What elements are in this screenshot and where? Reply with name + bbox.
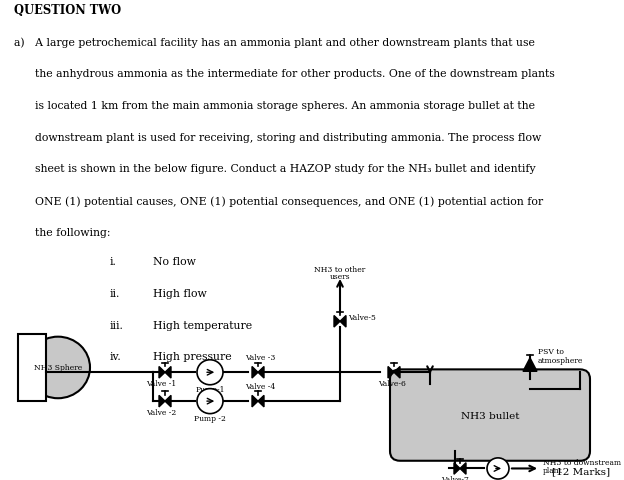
Text: NH3 to downstream: NH3 to downstream (543, 458, 621, 466)
Text: sheet is shown in the below figure. Conduct a HAZOP study for the NH₃ bullet and: sheet is shown in the below figure. Cond… (14, 164, 535, 174)
Text: NH3 Sphere: NH3 Sphere (34, 364, 82, 372)
Circle shape (197, 360, 223, 385)
Circle shape (197, 389, 223, 414)
Polygon shape (159, 396, 165, 407)
Polygon shape (523, 358, 537, 372)
Polygon shape (460, 463, 466, 474)
Text: Pump-1: Pump-1 (195, 386, 225, 394)
Polygon shape (258, 367, 264, 378)
Text: QUESTION TWO: QUESTION TWO (14, 4, 121, 17)
Text: a)   A large petrochemical facility has an ammonia plant and other downstream pl: a) A large petrochemical facility has an… (14, 37, 535, 48)
Polygon shape (394, 367, 400, 378)
Text: [12 Marks]: [12 Marks] (552, 466, 610, 475)
Text: Valve -3: Valve -3 (245, 353, 275, 361)
Text: Valve -1: Valve -1 (146, 379, 176, 387)
Text: is located 1 km from the main ammonia storage spheres. An ammonia storage bullet: is located 1 km from the main ammonia st… (14, 100, 535, 110)
Polygon shape (165, 396, 171, 407)
Polygon shape (159, 367, 165, 378)
Text: NH3 bullet: NH3 bullet (461, 411, 519, 420)
Text: High flow: High flow (153, 288, 207, 298)
Polygon shape (252, 367, 258, 378)
Text: Valve-5: Valve-5 (348, 314, 376, 322)
Text: users: users (329, 272, 350, 280)
Text: NH3 to other: NH3 to other (314, 265, 366, 274)
Text: i.: i. (109, 256, 116, 266)
Polygon shape (252, 396, 258, 407)
Circle shape (26, 337, 90, 398)
Text: atmosphere: atmosphere (538, 356, 583, 364)
Polygon shape (258, 396, 264, 407)
Text: High pressure: High pressure (153, 351, 232, 361)
Polygon shape (388, 367, 394, 378)
Circle shape (487, 458, 509, 479)
Text: the following:: the following: (14, 228, 110, 238)
Text: Valve-6: Valve-6 (378, 379, 406, 387)
Polygon shape (454, 463, 460, 474)
Text: ONE (1) potential causes, ONE (1) potential consequences, and ONE (1) potential : ONE (1) potential causes, ONE (1) potent… (14, 196, 543, 206)
Text: Pump -2: Pump -2 (194, 415, 226, 422)
Text: plant: plant (543, 467, 563, 474)
Text: PSV to: PSV to (538, 348, 564, 355)
Polygon shape (334, 316, 340, 327)
Text: iii.: iii. (109, 320, 123, 330)
Bar (18, 334, 46, 401)
Text: Valve-7: Valve-7 (441, 475, 469, 480)
Text: ii.: ii. (109, 288, 120, 298)
Text: No flow: No flow (153, 256, 196, 266)
Text: Valve -2: Valve -2 (146, 408, 176, 416)
Text: iv.: iv. (109, 351, 121, 361)
FancyBboxPatch shape (390, 370, 590, 461)
Text: the anhydrous ammonia as the intermediate for other products. One of the downstr: the anhydrous ammonia as the intermediat… (14, 69, 555, 79)
Polygon shape (165, 367, 171, 378)
Text: Valve -4: Valve -4 (245, 382, 275, 390)
Text: downstream plant is used for receiving, storing and distributing ammonia. The pr: downstream plant is used for receiving, … (14, 132, 541, 142)
Polygon shape (340, 316, 346, 327)
Text: High temperature: High temperature (153, 320, 252, 330)
